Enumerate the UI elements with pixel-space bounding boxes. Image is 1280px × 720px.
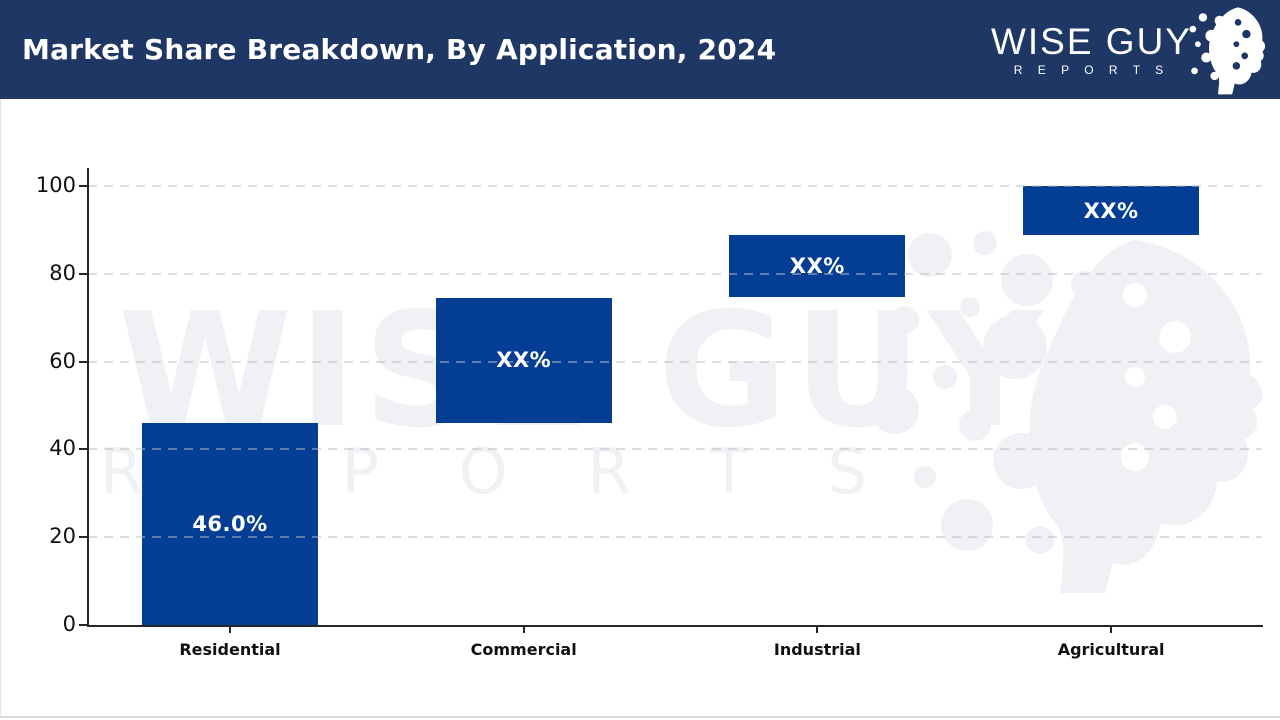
y-tick-mark-20 [79,536,87,539]
gridline-20 [88,536,1262,539]
x-tick-mark-industrial [816,627,819,633]
brand-head-icon [1189,6,1266,94]
bar-value-label-agricultural: XX% [1083,198,1139,223]
y-tick-mark-60 [79,360,87,363]
brand-wordmark: WISE GUY [990,20,1192,62]
x-axis-label-commercial: Commercial [470,640,577,659]
bar-value-label-industrial: XX% [789,254,845,279]
page-title: Market Share Breakdown, By Application, … [22,33,777,66]
brand-logo: WISE GUY R E P O R T S [991,0,1270,99]
x-tick-mark-commercial [522,627,525,633]
y-tick-mark-80 [79,272,87,275]
y-axis-spine [87,168,89,627]
y-tick-mark-40 [79,448,87,451]
y-tick-label-20: 20 [49,524,76,549]
x-tick-mark-agricultural [1110,627,1113,633]
bar-industrial [729,235,906,298]
gridline-100 [88,185,1262,187]
x-tick-mark-residential [229,627,231,633]
header: Market Share Breakdown, By Application, … [0,0,1280,99]
x-axis-spine [87,625,1263,627]
bar-value-label-residential: 46.0% [192,512,268,537]
brand-subtext: R E P O R T S [1013,62,1170,77]
brand-logo-text: WISE GUY R E P O R T S [991,23,1192,77]
y-tick-mark-100 [79,185,87,187]
y-tick-label-60: 60 [49,348,76,373]
bar-value-label-commercial: XX% [496,348,552,373]
y-tick-label-0: 0 [62,612,76,636]
y-tick-mark-0 [79,624,87,626]
x-axis-label-residential: Residential [179,640,281,659]
bottom-divider [0,716,1280,718]
watermark-head-icon [871,231,1263,593]
gridline-80 [88,272,1262,275]
x-axis-label-industrial: Industrial [773,640,861,659]
y-tick-label-40: 40 [49,436,76,461]
gridline-40 [88,448,1262,451]
bar-commercial [435,297,612,424]
bar-residential [142,423,318,625]
bar-agricultural [1023,186,1200,236]
x-axis-label-agricultural: Agricultural [1057,640,1165,659]
gridline-60 [88,360,1262,363]
y-tick-label-100: 100 [35,173,76,197]
left-divider [0,99,1,716]
y-tick-label-80: 80 [49,260,76,285]
